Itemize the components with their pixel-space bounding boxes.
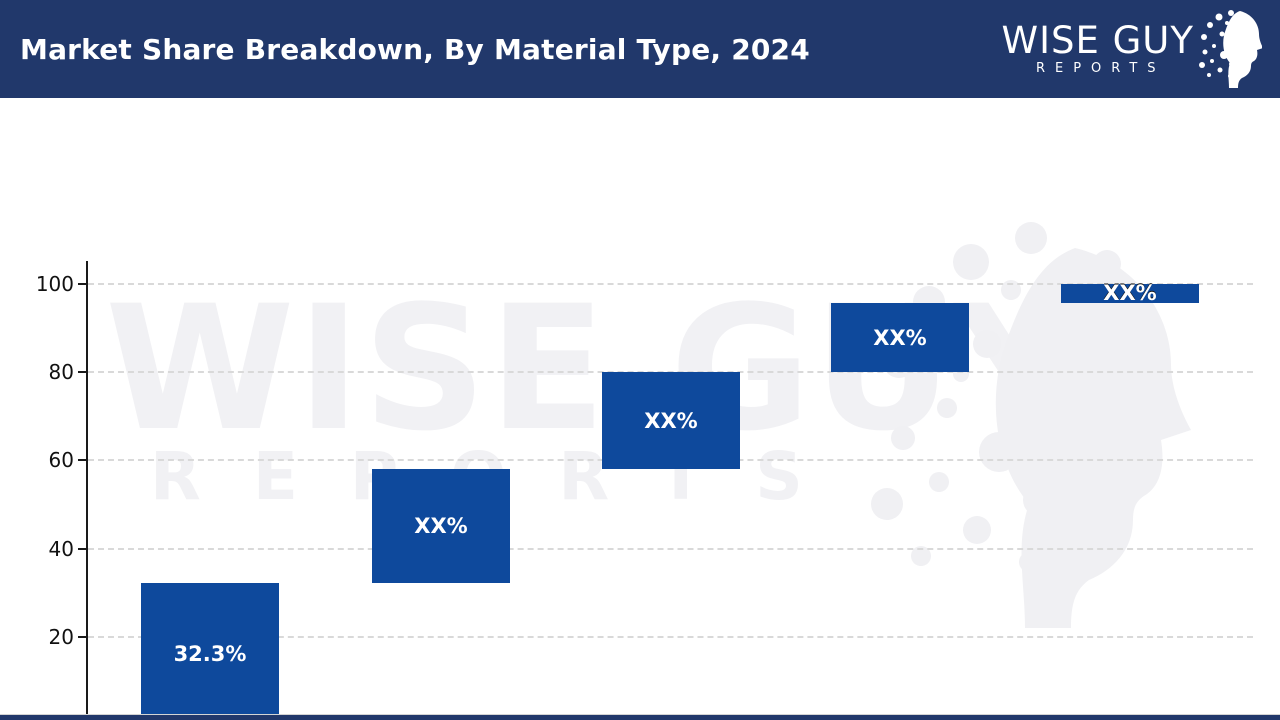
- bar-label: XX%: [644, 408, 698, 433]
- y-tick-100: [78, 283, 86, 285]
- gridline-100: [88, 283, 1253, 285]
- logo-subtext: REPORTS: [1035, 60, 1166, 76]
- y-axis-line: [86, 261, 88, 720]
- bar-vinyl: XX%: [372, 469, 510, 583]
- y-tick-label-80: 80: [48, 360, 74, 385]
- y-tick-label-100: 100: [35, 272, 74, 296]
- y-tick-40: [78, 547, 86, 550]
- bar-label-ghost: XX%: [1103, 280, 1157, 304]
- y-tick-label-20: 20: [48, 624, 74, 649]
- watermark-face-icon: [871, 222, 1191, 628]
- bar-foam: XX%: [602, 372, 740, 470]
- bar-fabric: 32.3%: [141, 582, 279, 720]
- y-tick-label-40: 40: [48, 536, 74, 561]
- logo-text: WISE GUY REPORTS: [1001, 19, 1194, 76]
- footer-bar: [0, 715, 1280, 720]
- y-tick-20: [78, 635, 86, 638]
- footer-divider: [0, 714, 1280, 715]
- y-tick-60: [78, 459, 86, 462]
- bar-label: 32.3%: [173, 641, 247, 666]
- y-tick-80: [78, 371, 86, 374]
- bar-other: XX% XX%: [1061, 280, 1199, 306]
- chart-area: WISE GUY REPORTS 02040608010032.3%Fabric…: [0, 98, 1280, 720]
- bar-label: XX%: [414, 513, 468, 538]
- chart-title: Market Share Breakdown, By Material Type…: [20, 32, 810, 66]
- bar-label: XX%: [1103, 281, 1157, 306]
- gridline-20: [88, 635, 1253, 638]
- plot: 02040608010032.3%FabricXX%VinylXX%FoamXX…: [0, 98, 1280, 720]
- gridline-40: [88, 547, 1253, 550]
- y-tick-label-60: 60: [48, 448, 74, 473]
- logo-face-icon: [1199, 10, 1262, 88]
- bar-polyester: XX%: [831, 302, 969, 373]
- header-bar: Market Share Breakdown, By Material Type…: [0, 0, 1280, 98]
- logo-wordmark: WISE GUY: [1001, 19, 1194, 63]
- wiseguy-logo: WISE GUY REPORTS: [1002, 9, 1262, 89]
- bar-label: XX%: [873, 325, 927, 350]
